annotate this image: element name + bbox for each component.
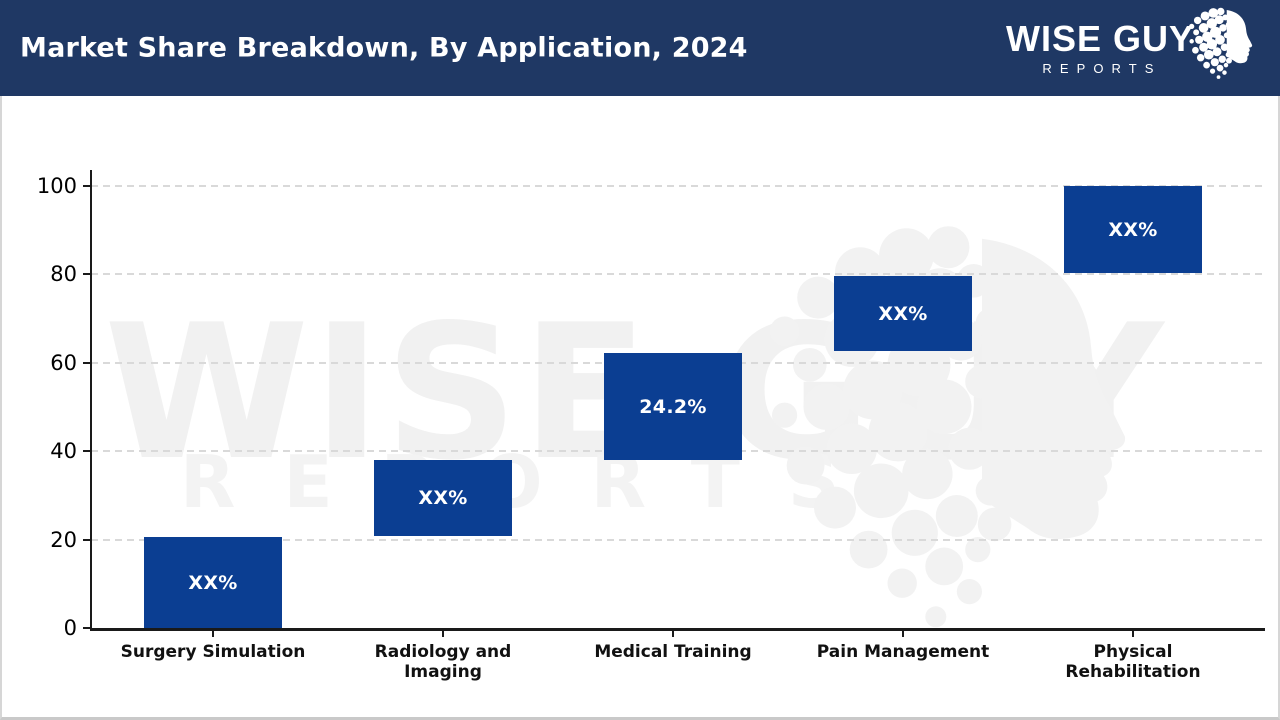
gridline-80: [91, 273, 1264, 276]
bar-value-label: XX%: [188, 571, 238, 594]
y-tick-20: [83, 538, 91, 541]
x-tick-label-medical-training: Medical Training: [594, 642, 752, 662]
bar-value-label: XX%: [1108, 218, 1158, 241]
page-title: Market Share Breakdown, By Application, …: [20, 32, 748, 64]
x-tick-label-physical-rehabilitation: Physical Rehabilitation: [1065, 642, 1201, 683]
chart-area: WISE GUY REPORTS 020406080100XX%Surgery …: [0, 96, 1280, 720]
y-tick-100: [83, 185, 91, 187]
x-tick-label-surgery-simulation: Surgery Simulation: [120, 642, 306, 662]
x-tick-label-pain-management: Pain Management: [816, 642, 990, 662]
y-axis-line: [90, 170, 92, 630]
x-tick-radiology-and-imaging: [442, 628, 444, 637]
x-tick-pain-management: [902, 628, 904, 637]
wise-guy-reports-logo: WISE GUY REPORTS: [1006, 6, 1266, 90]
bar-value-label: 24.2%: [639, 395, 707, 418]
gridline-100: [91, 185, 1264, 187]
y-tick-label-20: 20: [50, 527, 77, 552]
x-tick-surgery-simulation: [212, 628, 214, 637]
y-tick-80: [83, 273, 91, 276]
x-tick-physical-rehabilitation: [1132, 628, 1134, 637]
bar-physical-rehabilitation: XX%: [1064, 186, 1202, 274]
x-tick-medical-training: [672, 628, 674, 637]
y-tick-0: [83, 627, 91, 629]
header: Market Share Breakdown, By Application, …: [0, 0, 1280, 96]
y-tick-label-0: 0: [63, 616, 77, 640]
gridline-20: [91, 538, 1264, 541]
bar-radiology-and-imaging: XX%: [374, 460, 512, 537]
logo-text: WISE GUY REPORTS: [1005, 17, 1194, 76]
y-tick-60: [83, 361, 91, 364]
y-tick-40: [83, 450, 91, 453]
bar-value-label: XX%: [878, 302, 928, 325]
bar-medical-training: 24.2%: [604, 353, 742, 461]
y-tick-label-80: 80: [50, 262, 77, 287]
y-tick-label-100: 100: [36, 174, 77, 198]
bar-surgery-simulation: XX%: [144, 537, 282, 628]
waterfall-plot: 0 20 40 60 80 100 XX% Surgery Simulation XX% Radi…: [2, 96, 1278, 717]
logo-head-icon: [1189, 7, 1253, 79]
x-tick-label-radiology-and-imaging: Radiology and Imaging: [374, 642, 512, 683]
y-tick-label-40: 40: [50, 439, 77, 464]
logo-wiseguy-text: WISE GUY: [1005, 17, 1194, 59]
x-axis-line: [90, 628, 1265, 631]
bar-value-label: XX%: [418, 487, 468, 510]
bar-pain-management: XX%: [834, 276, 972, 352]
y-tick-label-60: 60: [50, 350, 77, 375]
logo-reports-text: REPORTS: [1042, 60, 1162, 76]
